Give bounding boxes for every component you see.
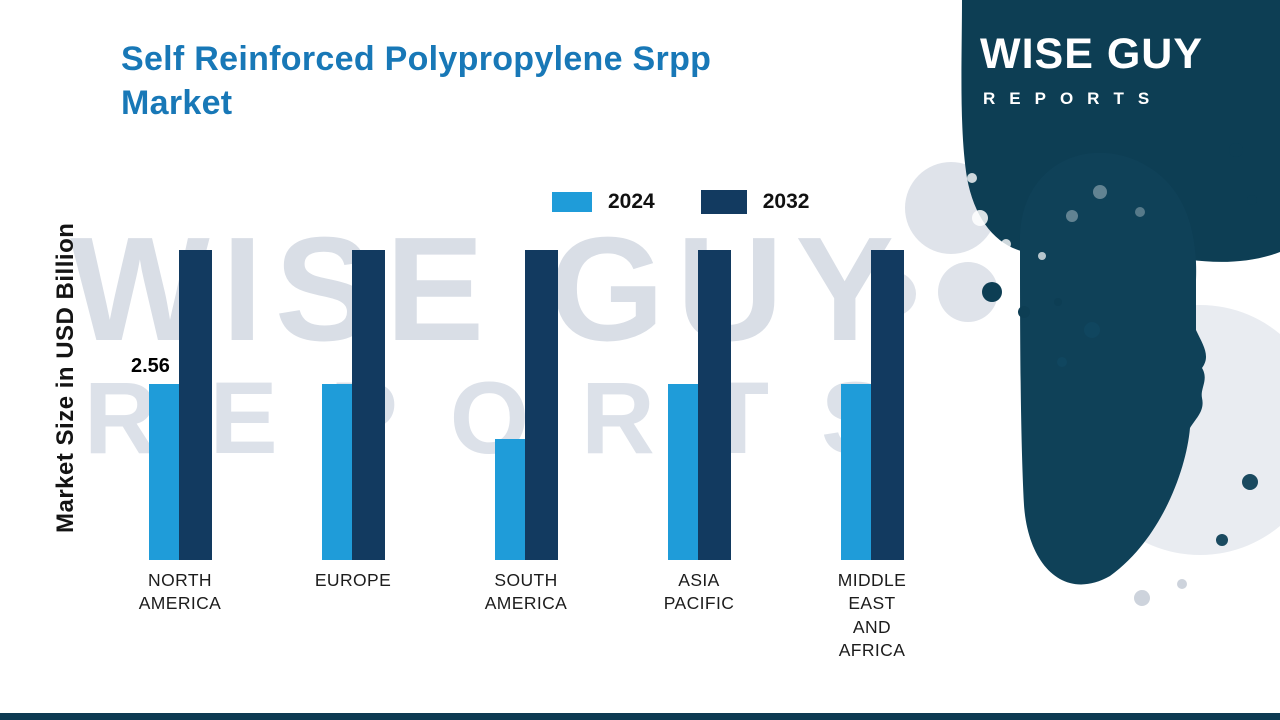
bar-group: EUROPE: [293, 250, 413, 590]
brand-shape-graphic: [961, 0, 1280, 606]
category-label: EUROPE: [314, 570, 392, 590]
head-profile-silhouette: [1020, 152, 1207, 585]
bar-group: ASIA PACIFIC: [639, 250, 759, 613]
legend-label: 2024: [608, 190, 655, 213]
bar-group: MIDDLE EAST AND AFRICA: [812, 250, 932, 660]
bar-2024: [148, 384, 179, 560]
watermark-reports-text: REPORTS: [84, 361, 942, 475]
plot-area: NORTH AMERICA 2.56 EUROPE SOUTH AMERICA ASIA PA…: [120, 250, 932, 660]
brand-logo-reports: REPORTS: [983, 89, 1164, 108]
bar-2032: [870, 250, 904, 560]
dots-pattern: [967, 143, 1258, 606]
bar-group: SOUTH AMERICA: [466, 250, 586, 613]
category-label: ASIA PACIFIC: [663, 570, 735, 614]
category-label: MIDDLE EAST AND AFRICA: [837, 570, 907, 660]
brand-logo: WISE GUY REPORTS: [980, 30, 1203, 109]
page-title: Self Reinforced Polypropylene Srpp Marke…: [121, 38, 921, 125]
bar-group: NORTH AMERICA 2.56: [120, 250, 240, 613]
page-title-line2: Market: [121, 83, 233, 122]
footer-accent-bar: [0, 713, 1280, 720]
bar-2024: [494, 439, 525, 560]
legend-swatch-2024: [552, 192, 592, 212]
bar-2032: [178, 250, 212, 560]
bar-2024: [840, 384, 871, 560]
bar-value-label: 2.56: [131, 355, 170, 377]
bar-2032: [351, 250, 385, 560]
legend-item-2032: 2032: [700, 190, 810, 214]
category-label: NORTH AMERICA: [138, 570, 222, 614]
brand-logo-name: WISE GUY: [980, 30, 1204, 78]
legend-item-2024: 2024: [552, 190, 655, 214]
brand-corner-decoration: WISE GUY REPORTS: [950, 0, 1280, 620]
bar-2032: [697, 250, 731, 560]
legend-swatch-2032: [700, 190, 747, 214]
legend-label: 2032: [762, 190, 810, 213]
bar-2024: [321, 384, 352, 560]
page-title-line1: Self Reinforced Polypropylene Srpp: [121, 40, 712, 78]
bar-2032: [524, 250, 558, 560]
category-label: SOUTH AMERICA: [484, 570, 568, 614]
y-axis-label: Market Size in USD Billion: [52, 222, 79, 534]
legend: 2024 2032: [552, 190, 855, 214]
bar-2024: [667, 384, 698, 560]
